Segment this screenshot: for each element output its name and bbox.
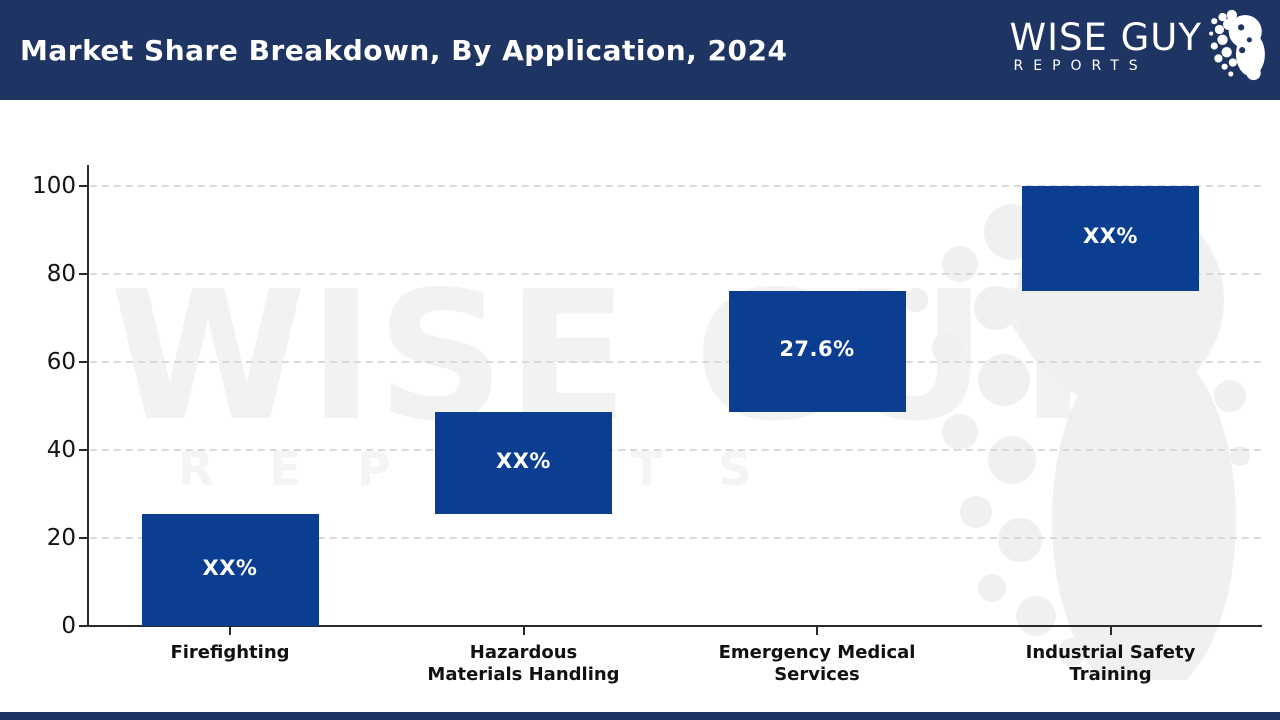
brand-logo: WISE GUY REPORTS [1010, 8, 1268, 84]
x-category-label-1: Firefighting [170, 642, 290, 663]
gridline-100 [90, 185, 1262, 187]
gridline-40 [90, 449, 1262, 451]
footer-bar [0, 712, 1280, 720]
x-tick-mark-1 [229, 627, 231, 635]
bar-value-label-1: XX% [202, 556, 258, 581]
x-category-label-2: Hazardous Materials Handling [427, 642, 620, 685]
brand-head-icon [1209, 9, 1265, 81]
y-tick-mark-0 [79, 625, 87, 627]
y-tick-label-20: 20 [46, 525, 76, 551]
y-tick-label-40: 40 [46, 437, 76, 463]
x-tick-mark-3 [816, 627, 818, 635]
x-tick-mark-2 [522, 627, 525, 635]
gridline-60 [90, 361, 1262, 363]
x-category-label-3: Emergency Medical Services [718, 642, 916, 685]
bar-value-label-2: XX% [496, 449, 551, 474]
y-axis-line [87, 165, 89, 626]
x-category-label-4: Industrial Safety Training [1025, 642, 1196, 685]
gridline-20 [90, 537, 1262, 539]
y-tick-mark-60 [79, 361, 87, 363]
y-tick-label-60: 60 [46, 349, 76, 375]
header-bar: Market Share Breakdown, By Application, … [0, 0, 1280, 100]
y-tick-mark-100 [79, 185, 87, 187]
bar-1 [141, 514, 319, 626]
gridline-80 [90, 273, 1262, 275]
bar-4 [1022, 186, 1199, 291]
brand-name: WISE GUY [1009, 16, 1202, 59]
bar-value-label-3: 27.6% [779, 337, 855, 362]
y-tick-mark-80 [79, 273, 87, 275]
y-tick-label-100: 100 [32, 173, 76, 199]
y-tick-mark-20 [79, 537, 87, 539]
bar-value-label-4: XX% [1083, 224, 1138, 249]
bar-3 [728, 290, 906, 413]
brand-subtitle: REPORTS [1013, 58, 1148, 74]
brand-logo-text: WISE GUY REPORTS [1009, 16, 1202, 75]
x-tick-mark-4 [1109, 627, 1112, 635]
y-tick-label-80: 80 [46, 261, 76, 287]
y-tick-label-0: 0 [61, 613, 76, 639]
y-tick-mark-40 [79, 449, 87, 451]
bar-2 [435, 412, 612, 515]
chart-area: 0 20 40 60 80 100 XX% XX% 27.6% XX% Firefighting… [0, 100, 1280, 712]
page-title: Market Share Breakdown, By Application, … [20, 34, 788, 67]
x-axis-line [87, 625, 1262, 627]
